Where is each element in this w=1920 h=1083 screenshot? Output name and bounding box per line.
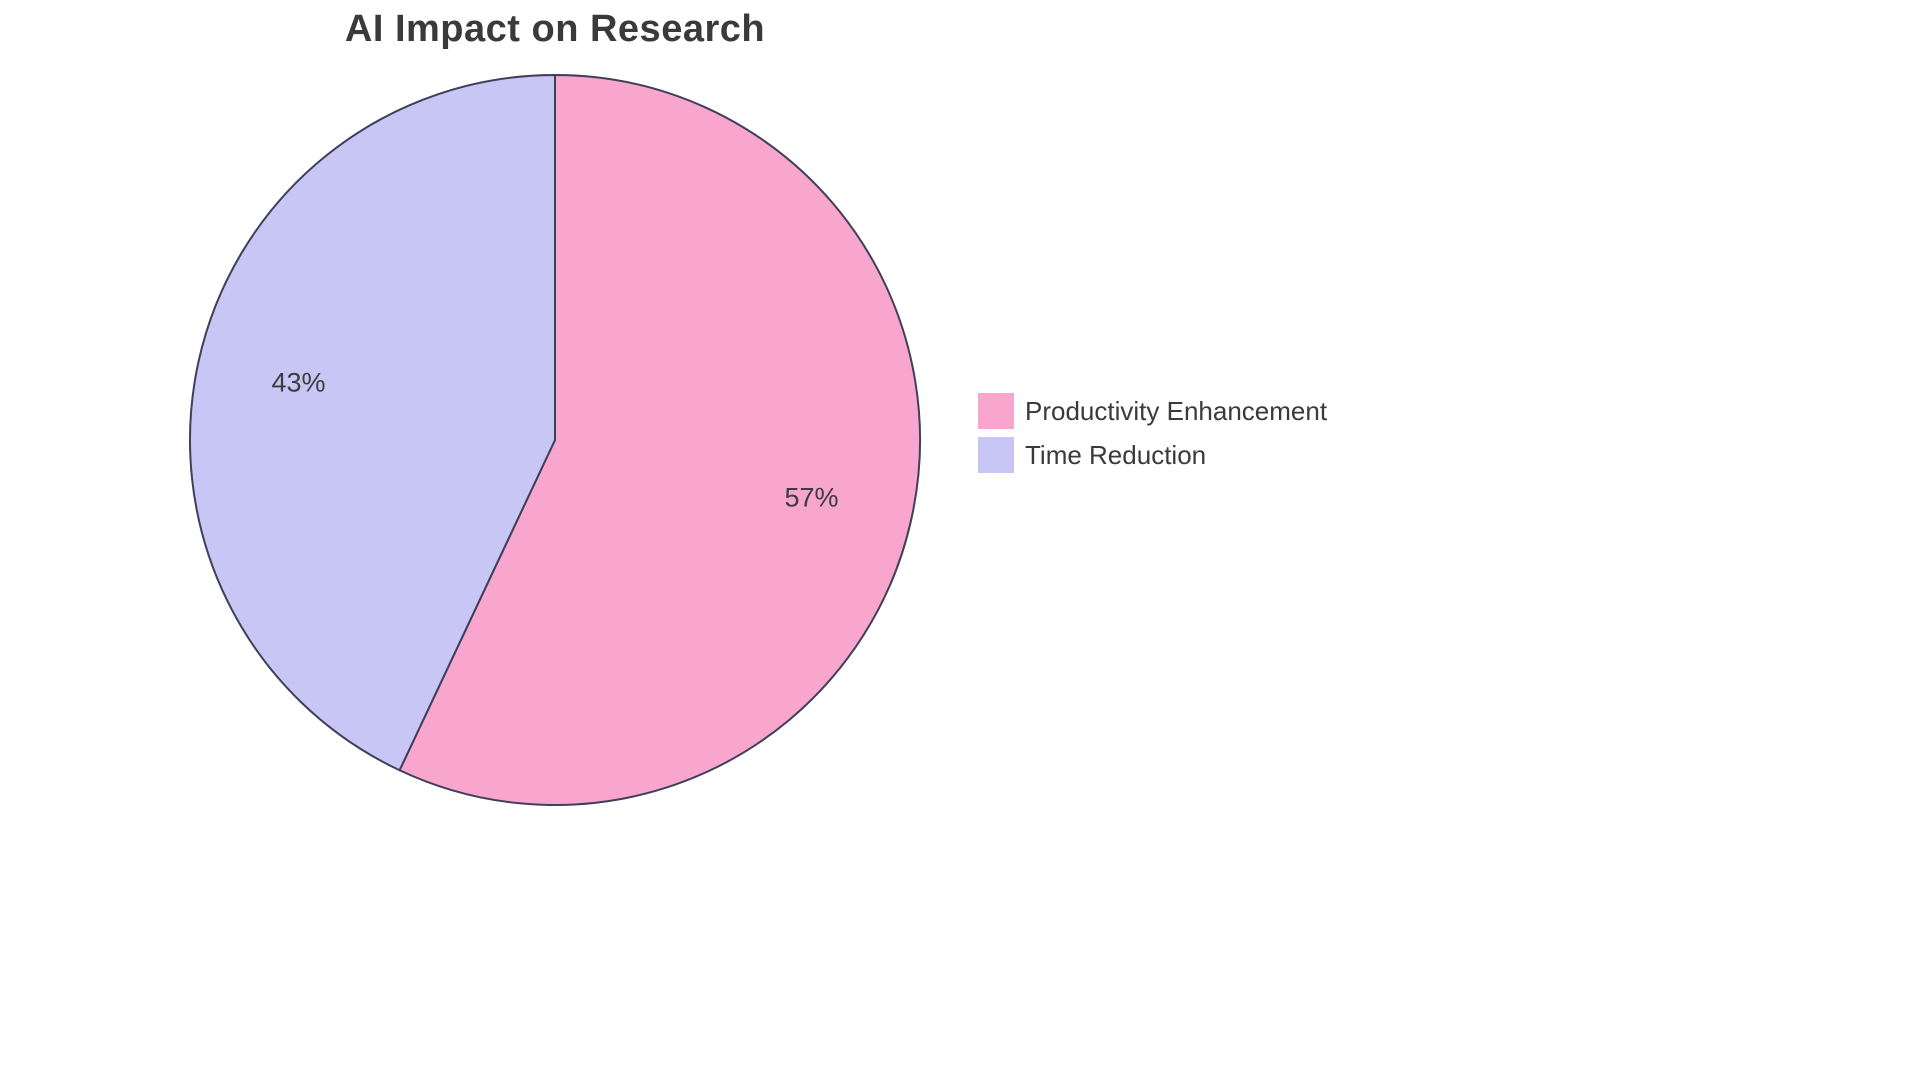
legend-swatch-0: [978, 393, 1014, 429]
legend-item-0: Productivity Enhancement: [978, 393, 1327, 429]
legend-label-1: Time Reduction: [1025, 439, 1207, 470]
legend-label-0: Productivity Enhancement: [1025, 395, 1328, 426]
pie-slice-0: [398, 74, 921, 806]
pie-slice-label-0: 57%: [784, 482, 838, 512]
chart-legend: Productivity Enhancement Time Reduction: [978, 393, 1327, 473]
legend-item-1: Time Reduction: [978, 437, 1327, 473]
pie-slice-label-1: 43%: [271, 368, 325, 398]
pie-slice-1: [189, 74, 556, 772]
legend-swatch-1: [978, 437, 1014, 473]
pie-chart-svg: 57% 43%: [189, 74, 921, 806]
chart-title: AI Impact on Research: [344, 8, 766, 50]
